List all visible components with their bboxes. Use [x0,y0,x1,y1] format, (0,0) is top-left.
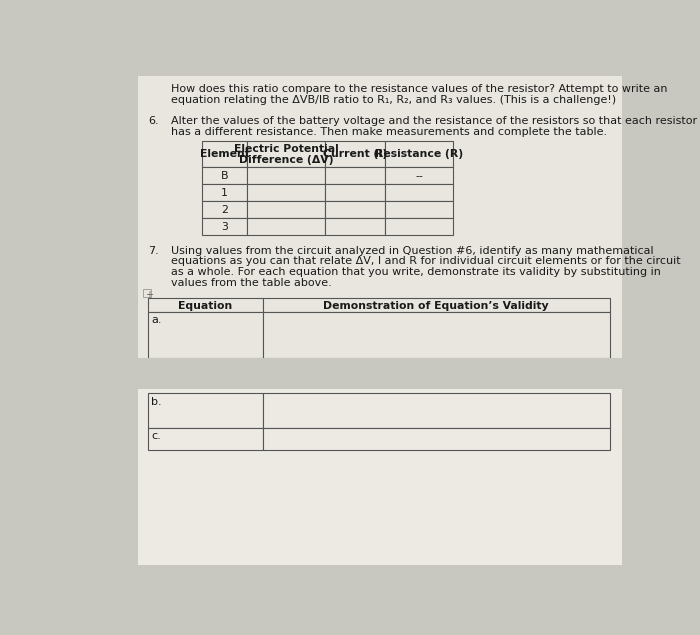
Bar [148,428,262,450]
Text: Demonstration of Equation’s Validity: Demonstration of Equation’s Validity [323,301,549,311]
Text: 7.: 7. [148,246,159,256]
Bar [247,167,325,184]
Text: --: -- [415,171,423,181]
Text: equation relating the ΔVB/IB ratio to R₁, R₂, and R₃ values. (This is a challeng: equation relating the ΔVB/IB ratio to R₁… [172,95,616,105]
Text: Electric Potential: Electric Potential [234,144,338,154]
Text: Current (I): Current (I) [323,149,387,159]
Bar [202,141,247,167]
Bar [325,201,385,218]
Bar [325,141,385,167]
Text: Resistance (R): Resistance (R) [375,149,463,159]
Text: 1: 1 [221,188,228,198]
Bar [262,312,610,358]
Bar [262,428,610,450]
Bar [247,184,325,201]
Bar [144,290,151,297]
Bar [385,184,454,201]
Text: 2: 2 [221,205,228,215]
Text: c.: c. [151,431,161,441]
Text: 6.: 6. [148,116,159,126]
Bar [262,298,610,312]
Bar [202,167,247,184]
Text: Equation: Equation [178,301,232,311]
Bar [88,358,630,389]
Text: as a whole. For each equation that you write, demonstrate its validity by substi: as a whole. For each equation that you w… [172,267,661,277]
Bar [202,218,247,235]
Text: Using values from the circuit analyzed in Question #6, identify as many mathemat: Using values from the circuit analyzed i… [172,246,654,256]
Text: B: B [221,171,228,181]
Bar [262,394,610,428]
Text: equations as you can that relate ΔV, I and R for individual circuit elements or : equations as you can that relate ΔV, I a… [172,257,681,266]
Bar [148,394,262,428]
Bar [247,201,325,218]
Text: How does this ratio compare to the resistance values of the resistor? Attempt to: How does this ratio compare to the resis… [172,84,668,94]
Text: Difference (ΔV): Difference (ΔV) [239,155,333,164]
Text: Element: Element [199,149,250,159]
Bar [385,141,454,167]
Bar [148,312,262,358]
Text: +: + [145,290,153,300]
Bar [247,218,325,235]
Text: a.: a. [151,315,162,325]
Text: b.: b. [151,396,162,406]
Bar [148,298,262,312]
Bar [325,218,385,235]
Bar [138,76,622,453]
Bar [138,389,622,565]
Bar [202,184,247,201]
Text: values from the table above.: values from the table above. [172,278,332,288]
Bar [247,141,325,167]
Text: 3: 3 [221,222,228,232]
Bar [385,201,454,218]
Bar [385,167,454,184]
Bar [385,218,454,235]
Bar [325,184,385,201]
Bar [202,201,247,218]
Text: Alter the values of the battery voltage and the resistance of the resistors so t: Alter the values of the battery voltage … [172,116,697,126]
Bar [325,167,385,184]
Text: has a different resistance. Then make measurements and complete the table.: has a different resistance. Then make me… [172,127,608,137]
